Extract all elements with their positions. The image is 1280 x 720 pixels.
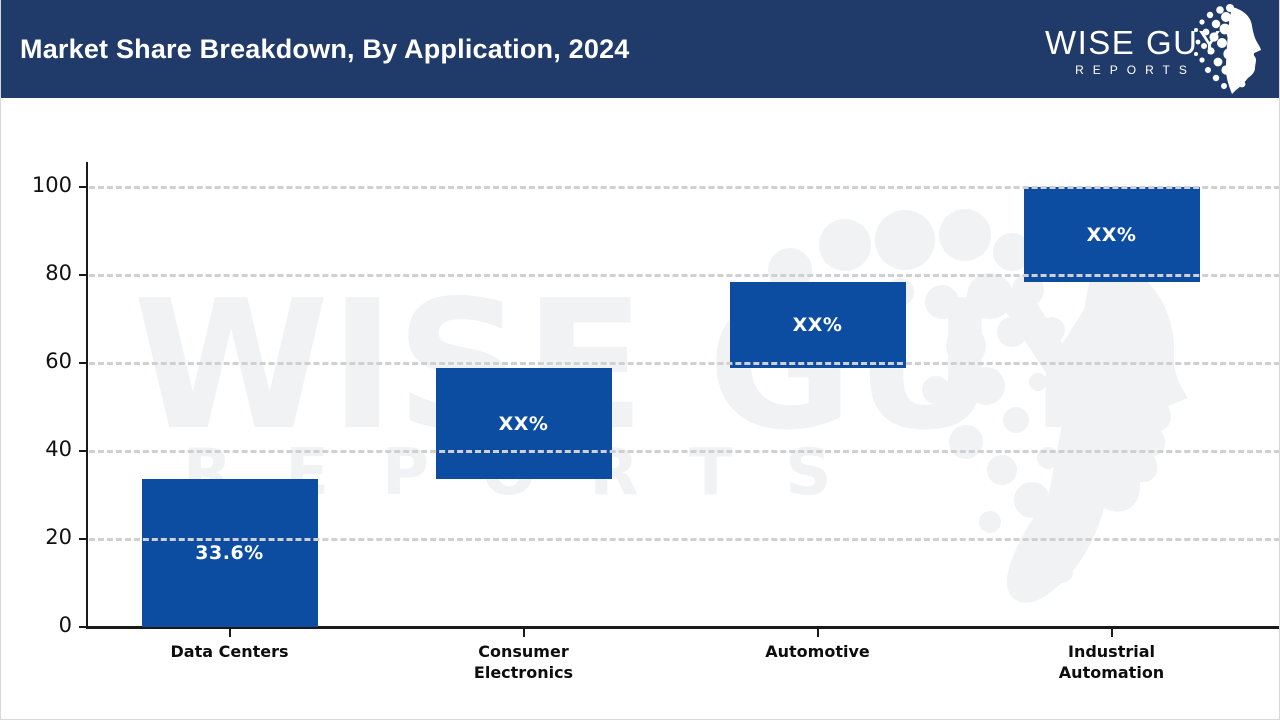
x-category-label-2: Consumer Electronics	[473, 642, 574, 682]
logo-text: WISE GUY REPORTS	[1044, 23, 1222, 77]
bar-segment-2: XX%	[435, 368, 612, 480]
x-tick-mark-3	[816, 628, 819, 637]
chart-title: Market Share Breakdown, By Application, …	[20, 33, 630, 64]
bar-value-label: 33.6%	[195, 542, 264, 565]
header-bar: Market Share Breakdown, By Application, …	[0, 0, 1280, 98]
x-category-label-4: Industrial Automation	[1058, 642, 1165, 682]
y-tick-label-20: 20	[45, 525, 72, 549]
gridline-20	[89, 537, 1280, 541]
bar-value-label: XX%	[792, 314, 843, 337]
bar-segment-4: XX%	[1023, 187, 1200, 283]
logo-face-icon	[1194, 4, 1261, 94]
bar-value-label: XX%	[1086, 223, 1137, 246]
gridline-100	[89, 185, 1280, 189]
logo: WISE GUY REPORTS	[1045, 4, 1266, 94]
bar-segment-3: XX%	[729, 282, 906, 369]
y-tick-mark-60	[79, 362, 88, 364]
x-tick-mark-2	[522, 628, 525, 637]
y-tick-label-0: 0	[58, 613, 72, 637]
y-tick-mark-40	[79, 450, 88, 452]
bar-segment-1: 33.6%	[141, 479, 318, 627]
y-tick-mark-20	[79, 538, 88, 540]
logo-wordmark: WISE GUY	[1044, 23, 1222, 61]
bar-value-label: XX%	[498, 412, 549, 435]
y-tick-label-80: 80	[45, 261, 72, 285]
x-axis-line	[86, 626, 1280, 629]
gridline-40	[89, 449, 1280, 453]
x-category-label-3: Automotive	[765, 642, 870, 661]
y-tick-label-60: 60	[45, 349, 72, 373]
gridline-80	[89, 273, 1280, 277]
gridline-60	[89, 361, 1280, 365]
x-tick-mark-1	[228, 628, 231, 637]
y-axis-line	[86, 162, 88, 629]
y-tick-mark-100	[79, 186, 88, 188]
y-tick-mark-0	[79, 626, 88, 628]
x-tick-mark-4	[1110, 628, 1113, 637]
y-tick-label-40: 40	[45, 437, 72, 461]
x-category-label-1: Data Centers	[170, 642, 289, 661]
logo-subtitle: REPORTS	[1075, 62, 1196, 77]
y-tick-label-100: 100	[31, 173, 72, 197]
y-tick-mark-80	[79, 274, 88, 276]
